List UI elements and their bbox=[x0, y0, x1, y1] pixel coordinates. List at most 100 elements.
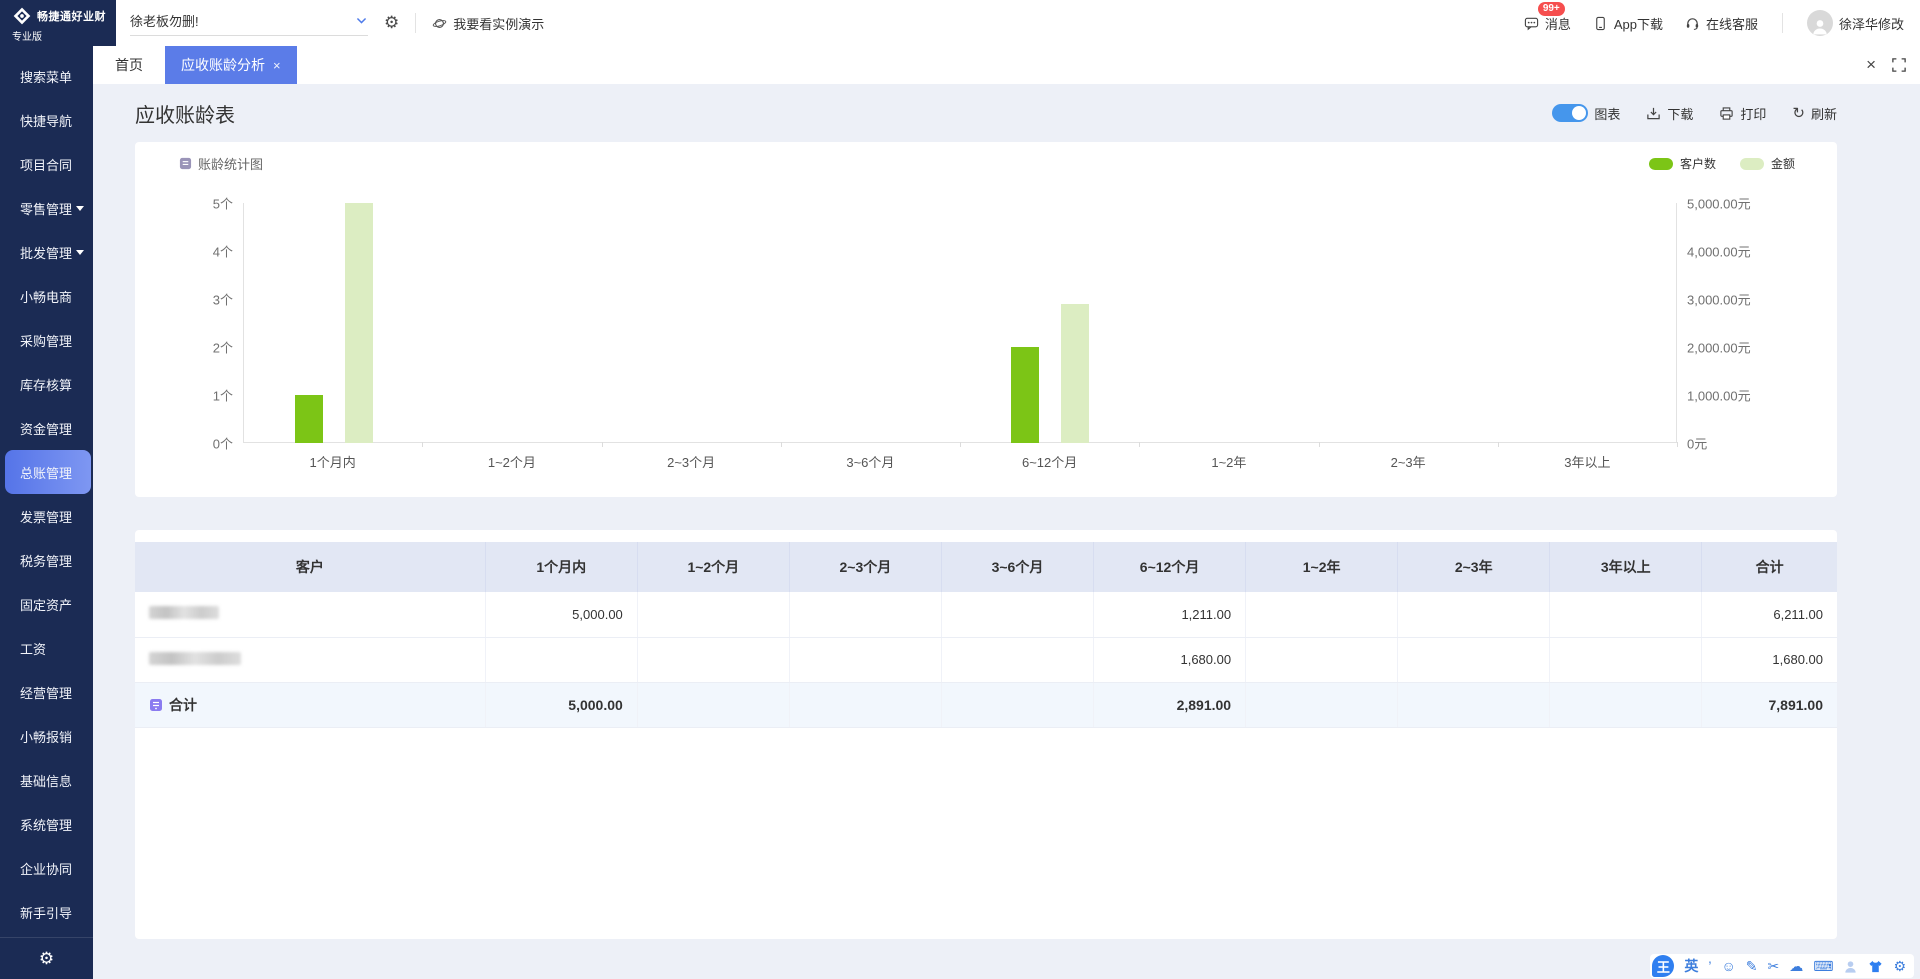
value-cell: 5,000.00 bbox=[485, 592, 638, 638]
app-download-button[interactable]: App下载 bbox=[1593, 14, 1663, 33]
account-selector[interactable]: 徐老板勿删! bbox=[130, 11, 368, 36]
handwriting-pencil-icon[interactable]: ✎ bbox=[1745, 958, 1758, 974]
planet-icon bbox=[433, 18, 447, 28]
sidebar-item-总账管理[interactable]: 总账管理 bbox=[5, 450, 91, 494]
total-value-cell bbox=[1397, 682, 1551, 728]
chart-toggle-switch[interactable] bbox=[1552, 104, 1589, 122]
column-header-2~3年: 2~3年 bbox=[1397, 542, 1551, 592]
x-axis-labels: 1个月内 1~2个月 2~3个月 3~6个月 6~12个月 1~2年 2~3年 3年以上 bbox=[243, 442, 1679, 471]
table-total-row: 合计 5,000.00 2,891.00 7,891.00 bbox=[135, 682, 1837, 728]
column-header-客户: 客户 bbox=[135, 542, 486, 592]
aging-table-card: 客户 1个月内 1~2个月 2~3个月 3~6个月 6~12个月 1~2年 2~3年 3年以上合… bbox=[135, 530, 1837, 939]
legend-item-金额[interactable]: 金额 bbox=[1739, 155, 1795, 172]
aging-chart-card: 账龄统计图 客户数 金额 5个 4个 3个 2个 1个 0个 1个月内 1~2个月 2~3个月 3… bbox=[135, 142, 1837, 497]
messages-button[interactable]: 消息 99+ bbox=[1524, 1, 1571, 33]
page-title: 应收账龄表 bbox=[135, 104, 235, 127]
sidebar-item-采购管理[interactable]: 采购管理 bbox=[0, 318, 93, 362]
value-cell: 1,680.00 bbox=[1093, 637, 1247, 683]
refresh-icon: ↻ bbox=[1792, 104, 1805, 122]
bar-客户数-1个月内[interactable] bbox=[294, 395, 323, 443]
left-axis-tick: 3个 bbox=[212, 292, 233, 308]
user-menu[interactable]: 徐泽华修改 bbox=[1806, 10, 1904, 36]
bar-金额-6~12个月[interactable] bbox=[1060, 304, 1089, 443]
screenshot-scissors-icon[interactable]: ✂ bbox=[1767, 958, 1780, 974]
left-axis-tick: 4个 bbox=[212, 244, 233, 260]
tab-close-icon[interactable]: × bbox=[273, 57, 281, 73]
refresh-button[interactable]: ↻ 刷新 bbox=[1792, 104, 1837, 123]
sidebar-item-发票管理[interactable]: 发票管理 bbox=[0, 494, 93, 538]
sidebar-item-label: 经营管理 bbox=[20, 685, 73, 701]
download-button[interactable]: 下载 bbox=[1646, 104, 1693, 123]
tab-home[interactable]: 首页 bbox=[93, 46, 165, 84]
sidebar-item-label: 搜索菜单 bbox=[20, 69, 73, 85]
sidebar-item-经营管理[interactable]: 经营管理 bbox=[0, 670, 93, 714]
x-axis-label-1个月内: 1个月内 bbox=[243, 442, 424, 471]
print-label: 打印 bbox=[1740, 106, 1767, 122]
bar-客户数-6~12个月[interactable] bbox=[1010, 347, 1039, 443]
ime-language-toggle[interactable]: 英 bbox=[1684, 958, 1699, 974]
value-cell: 1,211.00 bbox=[1093, 592, 1247, 638]
left-axis: 5个 4个 3个 2个 1个 0个 bbox=[179, 197, 243, 452]
ime-account-person-icon[interactable] bbox=[1843, 959, 1858, 974]
sidebar-item-固定资产[interactable]: 固定资产 bbox=[0, 582, 93, 626]
value-cell bbox=[485, 637, 638, 683]
right-axis-tick: 3,000.00元 bbox=[1687, 292, 1751, 308]
sidebar-item-零售管理[interactable]: 零售管理 bbox=[0, 186, 93, 230]
online-support-label: 在线客服 bbox=[1705, 16, 1758, 32]
value-cell bbox=[1549, 592, 1703, 638]
virtual-keyboard-icon[interactable]: ⌨ bbox=[1813, 958, 1834, 974]
chart-toggle[interactable]: 图表 bbox=[1552, 104, 1620, 123]
sidebar-item-新手引导[interactable]: 新手引导 bbox=[0, 890, 93, 934]
sidebar-item-小畅电商[interactable]: 小畅电商 bbox=[0, 274, 93, 318]
emoji-icon[interactable]: ☺ bbox=[1721, 958, 1736, 974]
value-cell bbox=[1549, 637, 1703, 683]
sidebar-item-label: 小畅报销 bbox=[20, 729, 73, 745]
sidebar-settings-gear-icon[interactable]: ⚙ bbox=[38, 948, 55, 968]
value-cell bbox=[789, 637, 942, 683]
sidebar-item-label: 固定资产 bbox=[20, 597, 73, 613]
sidebar-item-label: 快捷导航 bbox=[20, 113, 73, 129]
demo-link[interactable]: 我要看实例演示 bbox=[432, 14, 544, 33]
sidebar-item-项目合同[interactable]: 项目合同 bbox=[0, 142, 93, 186]
print-button[interactable]: 打印 bbox=[1719, 104, 1766, 123]
sidebar-item-小畅报销[interactable]: 小畅报销 bbox=[0, 714, 93, 758]
tab-aging-analysis[interactable]: 应收账龄分析 × bbox=[165, 46, 297, 84]
legend-swatch bbox=[1648, 157, 1673, 170]
logo-block: 畅捷通好业财 专业版 bbox=[0, 0, 116, 46]
bar-金额-1个月内[interactable] bbox=[344, 203, 373, 443]
sidebar-footer: ⚙ bbox=[0, 937, 93, 979]
close-icon[interactable]: × bbox=[1866, 55, 1876, 74]
cloud-icon[interactable]: ☁ bbox=[1789, 958, 1804, 974]
messages-badge: 99+ bbox=[1537, 1, 1565, 16]
sidebar-item-工资[interactable]: 工资 bbox=[0, 626, 93, 670]
total-icon bbox=[150, 698, 162, 711]
punctuation-icon[interactable]: ’ bbox=[1708, 958, 1712, 974]
table-row[interactable]: 1,680.00 1,680.00 bbox=[135, 637, 1837, 683]
table-row[interactable]: 5,000.00 1,211.00 6,211.00 bbox=[135, 592, 1837, 638]
edition-label: 专业版 bbox=[12, 32, 42, 43]
ime-settings-gear-icon[interactable]: ⚙ bbox=[1893, 958, 1906, 974]
settings-gear-icon[interactable]: ⚙ bbox=[384, 13, 400, 32]
value-cell: 6,211.00 bbox=[1701, 592, 1837, 638]
legend-item-客户数[interactable]: 客户数 bbox=[1648, 155, 1716, 172]
sidebar-item-企业协同[interactable]: 企业协同 bbox=[0, 846, 93, 890]
ime-skin-shirt-icon[interactable] bbox=[1868, 959, 1883, 974]
sidebar-item-税务管理[interactable]: 税务管理 bbox=[0, 538, 93, 582]
sidebar-item-系统管理[interactable]: 系统管理 bbox=[0, 802, 93, 846]
sidebar-item-label: 零售管理 bbox=[20, 201, 73, 217]
ime-logo-icon[interactable]: 王 bbox=[1652, 955, 1675, 977]
redacted-customer-name bbox=[149, 606, 219, 620]
fullscreen-icon[interactable] bbox=[1892, 58, 1906, 72]
sidebar-item-基础信息[interactable]: 基础信息 bbox=[0, 758, 93, 802]
sidebar-item-批发管理[interactable]: 批发管理 bbox=[0, 230, 93, 274]
sidebar-item-搜索菜单[interactable]: 搜索菜单 bbox=[0, 54, 93, 98]
online-support-button[interactable]: 在线客服 bbox=[1685, 14, 1758, 33]
column-header-3年以上: 3年以上 bbox=[1549, 542, 1703, 592]
column-header-1~2个月: 1~2个月 bbox=[637, 542, 790, 592]
topbar-divider-2 bbox=[1781, 13, 1783, 33]
sidebar-item-快捷导航[interactable]: 快捷导航 bbox=[0, 98, 93, 142]
sidebar-item-库存核算[interactable]: 库存核算 bbox=[0, 362, 93, 406]
sidebar-item-资金管理[interactable]: 资金管理 bbox=[0, 406, 93, 450]
total-value-cell bbox=[1549, 682, 1703, 728]
